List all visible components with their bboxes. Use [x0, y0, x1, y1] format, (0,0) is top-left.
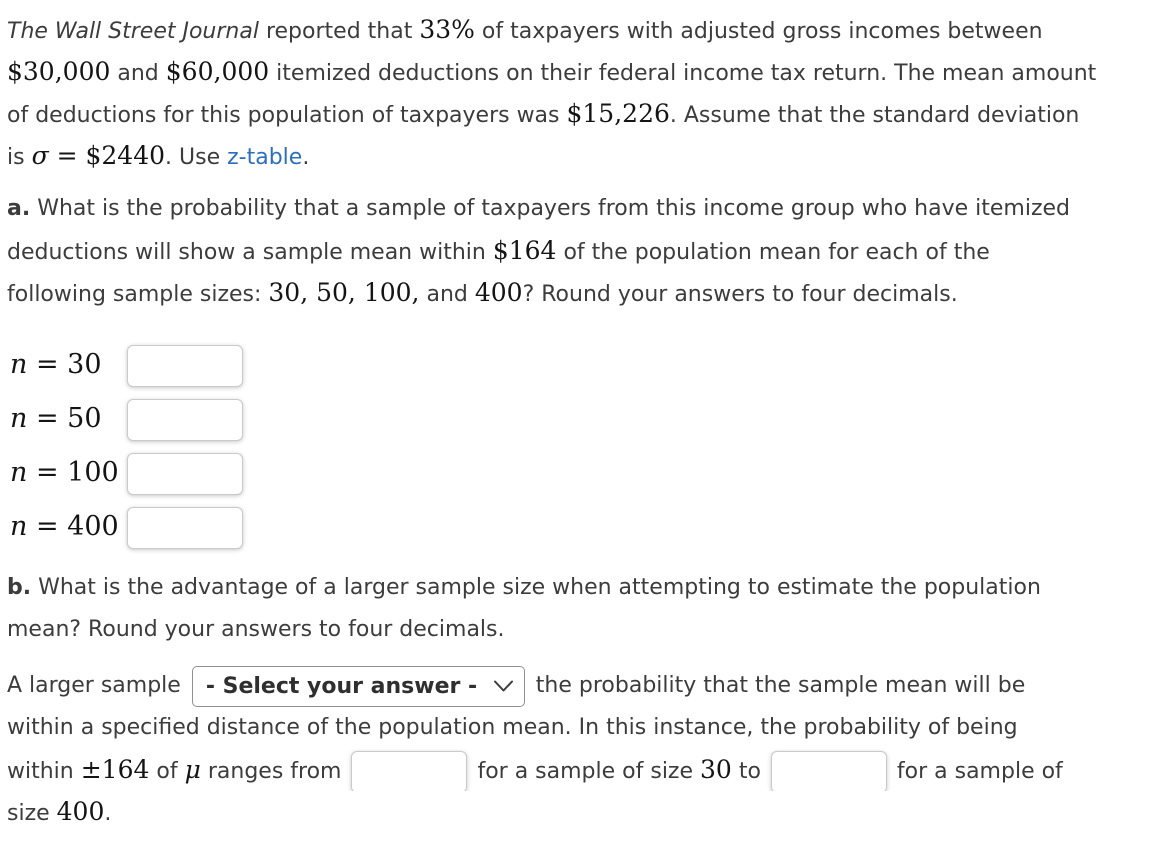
n30-answer-input[interactable]	[127, 345, 243, 387]
answer-row: n = 50	[7, 399, 1163, 441]
text-segment: ranges from	[200, 759, 349, 784]
math-segment: = 30	[27, 349, 102, 380]
part-b-answer-section: A larger sample - Select your answer - t…	[7, 665, 1163, 833]
math-segment: 30	[700, 755, 732, 784]
text-line: following sample sizes: 30, 50, 100, and…	[7, 272, 1163, 314]
math-segment: $30,000	[7, 57, 111, 86]
prob-n400-input[interactable]	[770, 751, 887, 791]
intro-section: The Wall Street Journal reported that 33…	[7, 9, 1163, 177]
text-line: within a specified distance of the popul…	[7, 707, 1163, 749]
math-segment: = 50	[27, 403, 102, 434]
text-line: The Wall Street Journal reported that 33…	[7, 9, 1163, 51]
prob-n30-input[interactable]	[351, 751, 468, 791]
math-segment: n	[10, 457, 28, 488]
math-segment: 30, 50, 100,	[268, 278, 420, 307]
text-segment: ? Round your answers to four decimals.	[522, 282, 958, 307]
part-a-answers-section: n = 30 n = 50 n = 100 n = 400	[7, 345, 1163, 549]
math-segment: 400	[474, 278, 523, 307]
text-segment: What is the advantage of a larger sample…	[31, 575, 1041, 600]
text-segment: the probability that the sample mean wil…	[528, 673, 1026, 698]
question-page: The Wall Street Journal reported that 33…	[7, 9, 1163, 833]
part-a-section: a. What is the probability that a sample…	[7, 188, 1163, 314]
answer-row-label: n = 400	[10, 506, 127, 550]
text-segment: .	[104, 801, 112, 826]
answer-select-wrap: - Select your answer -	[191, 665, 525, 707]
n100-answer-input[interactable]	[127, 453, 243, 495]
text-line: a. What is the probability that a sample…	[7, 188, 1163, 230]
z-table-link[interactable]: z-table	[227, 145, 303, 170]
math-segment: 400	[56, 797, 105, 826]
text-segment: following sample sizes:	[7, 282, 269, 307]
math-segment: σ	[31, 141, 49, 170]
text-line: size 400.	[7, 791, 1163, 833]
n400-answer-input[interactable]	[127, 507, 243, 549]
larger-sample-select[interactable]: - Select your answer -	[191, 665, 525, 707]
math-segment: = $2440	[48, 141, 166, 170]
math-segment: = 400	[27, 511, 119, 542]
text-line: A larger sample - Select your answer - t…	[7, 665, 1163, 707]
text-line: within ±164 of μ ranges from for a sampl…	[7, 749, 1163, 791]
text-segment: . Use	[165, 145, 228, 170]
text-segment: to	[731, 759, 768, 784]
text-segment: and	[419, 282, 475, 307]
text-segment: for a sample of	[889, 759, 1063, 784]
text-segment: . Assume that the standard deviation	[669, 103, 1080, 128]
n50-answer-input[interactable]	[127, 399, 243, 441]
text-line: $30,000 and $60,000 itemized deductions …	[7, 51, 1163, 93]
text-segment: itemized deductions on their federal inc…	[269, 61, 1097, 86]
text-segment: within a specified distance of the popul…	[7, 715, 1018, 740]
text-segment: is	[7, 145, 32, 170]
text-line: b. What is the advantage of a larger sam…	[7, 567, 1163, 609]
answer-row-label: n = 50	[10, 398, 127, 442]
text-segment: b.	[7, 575, 32, 600]
math-segment: $60,000	[165, 57, 270, 86]
text-segment: .	[302, 145, 310, 170]
text-segment: of taxpayers with adjusted gross incomes…	[474, 19, 1043, 44]
math-segment: n	[10, 349, 28, 380]
text-segment: deductions will show a sample mean withi…	[7, 240, 493, 265]
text-segment: The Wall Street Journal	[7, 19, 259, 44]
text-segment: reported that	[258, 19, 420, 44]
text-line: is σ = $2440. Use z-table.	[7, 135, 1163, 177]
math-segment: μ	[184, 755, 201, 784]
text-segment: mean? Round your answers to four decimal…	[7, 617, 505, 642]
math-segment: n	[10, 403, 28, 434]
text-line: of deductions for this population of tax…	[7, 93, 1163, 135]
math-segment: $164	[492, 236, 557, 265]
text-segment: a.	[7, 196, 31, 221]
text-segment: and	[110, 61, 166, 86]
answer-row: n = 30	[7, 345, 1163, 387]
answer-row: n = 100	[7, 453, 1163, 495]
text-line: deductions will show a sample mean withi…	[7, 230, 1163, 272]
text-segment: A larger sample	[7, 673, 188, 698]
math-segment: = 100	[27, 457, 119, 488]
part-b-section: b. What is the advantage of a larger sam…	[7, 567, 1163, 651]
text-segment: of	[149, 759, 185, 784]
answer-row-label: n = 30	[10, 344, 127, 388]
math-segment: $15,226	[566, 99, 670, 128]
text-segment: of deductions for this population of tax…	[7, 103, 567, 128]
math-segment: 33%	[419, 15, 475, 44]
math-segment: ±164	[80, 755, 150, 784]
text-segment: What is the probability that a sample of…	[30, 196, 1070, 221]
text-segment: for a sample of size	[470, 759, 701, 784]
text-segment: size	[7, 801, 57, 826]
text-line: mean? Round your answers to four decimal…	[7, 609, 1163, 651]
text-segment: of the population mean for each of the	[556, 240, 990, 265]
math-segment: n	[10, 511, 28, 542]
answer-row: n = 400	[7, 507, 1163, 549]
text-segment: within	[7, 759, 81, 784]
answer-row-label: n = 100	[10, 452, 127, 496]
